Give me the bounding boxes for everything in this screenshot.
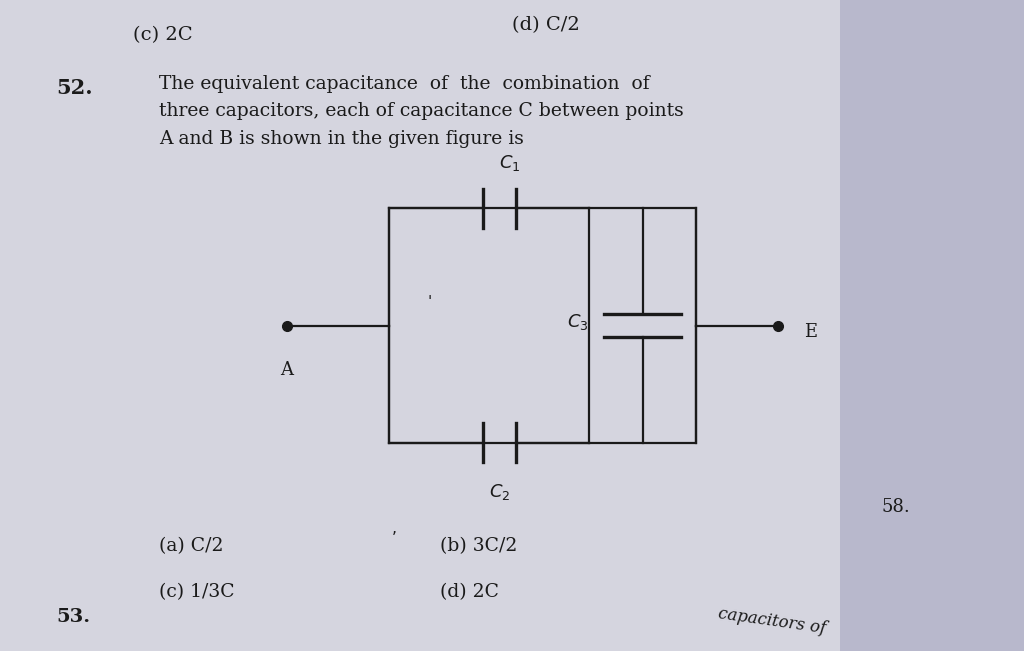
Text: (a) C/2: (a) C/2 bbox=[159, 537, 223, 555]
Text: A and B is shown in the given figure is: A and B is shown in the given figure is bbox=[159, 130, 523, 148]
Text: three capacitors, each of capacitance C between points: three capacitors, each of capacitance C … bbox=[159, 102, 683, 120]
Text: (d) 2C: (d) 2C bbox=[440, 583, 500, 601]
Text: A: A bbox=[281, 361, 293, 380]
Text: (c) 1/3C: (c) 1/3C bbox=[159, 583, 234, 601]
Text: capacitors of: capacitors of bbox=[717, 605, 826, 637]
Text: 58.: 58. bbox=[882, 498, 910, 516]
Text: $C_1$: $C_1$ bbox=[499, 152, 520, 173]
Bar bbox=[840, 0, 1024, 651]
Text: ’: ’ bbox=[392, 531, 396, 546]
Text: The equivalent capacitance  of  the  combination  of: The equivalent capacitance of the combin… bbox=[159, 75, 649, 93]
Text: E: E bbox=[804, 323, 817, 341]
Text: 53.: 53. bbox=[56, 608, 90, 626]
Text: (b) 3C/2: (b) 3C/2 bbox=[440, 537, 518, 555]
Text: $C_2$: $C_2$ bbox=[488, 482, 510, 502]
Text: $C_3$: $C_3$ bbox=[566, 312, 588, 332]
Bar bbox=[0, 0, 840, 651]
Text: (c) 2C: (c) 2C bbox=[133, 26, 193, 44]
Text: (d) C/2: (d) C/2 bbox=[512, 16, 580, 35]
Text: ': ' bbox=[428, 295, 432, 311]
Bar bbox=[389, 208, 696, 443]
Text: 52.: 52. bbox=[56, 78, 93, 98]
